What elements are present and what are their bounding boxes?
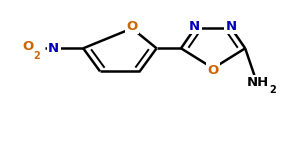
Text: NH: NH bbox=[246, 76, 269, 89]
Text: 2: 2 bbox=[34, 51, 41, 61]
Text: N: N bbox=[226, 20, 237, 33]
Text: 2: 2 bbox=[270, 85, 276, 95]
Text: N: N bbox=[189, 20, 200, 33]
Text: O: O bbox=[208, 64, 219, 77]
Text: O: O bbox=[23, 40, 34, 53]
Text: O: O bbox=[126, 20, 138, 33]
Text: N: N bbox=[48, 42, 59, 55]
